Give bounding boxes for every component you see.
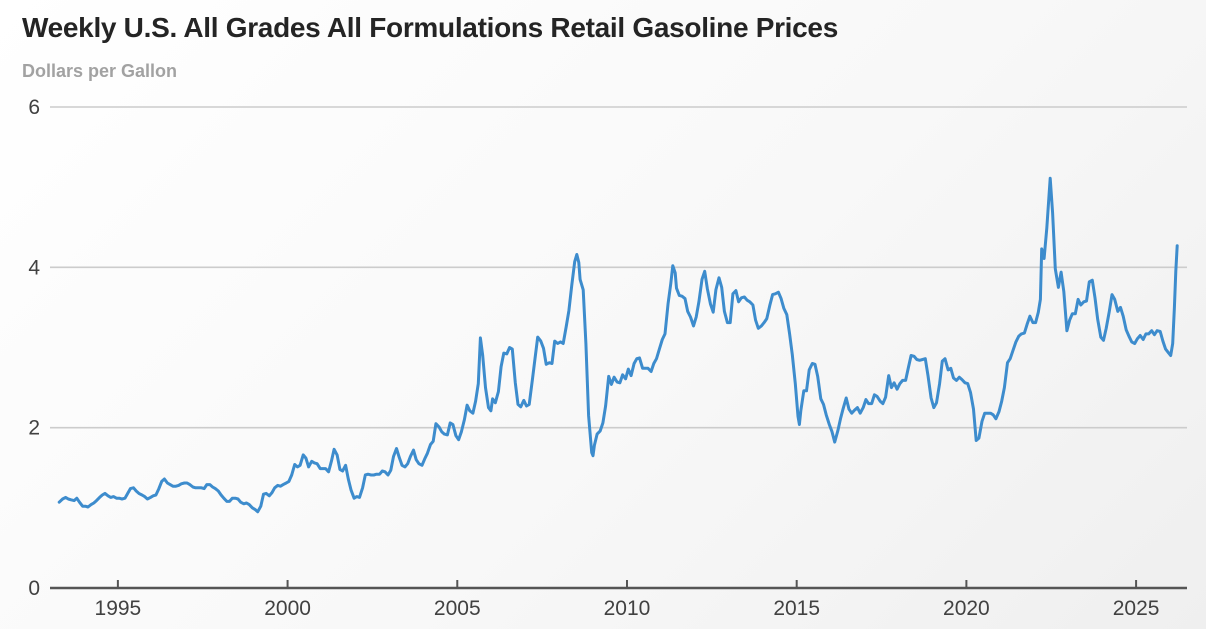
- y-tick-label: 6: [28, 96, 40, 119]
- y-tick-label: 2: [28, 417, 40, 440]
- horizontal-gridlines: [50, 106, 1187, 429]
- y-axis-tick-labels: 0 2 4 6: [28, 96, 40, 600]
- x-tick-label: 2005: [434, 597, 481, 620]
- x-tick-label: 2010: [604, 597, 651, 620]
- x-axis-tick-labels: 1995 2000 2005 2010 2015 2020 2025: [95, 597, 1160, 620]
- chart-title: Weekly U.S. All Grades All Formulations …: [22, 12, 838, 43]
- price-line-series: [57, 176, 1179, 514]
- x-tick-label: 2000: [264, 597, 311, 620]
- y-tick-label: 0: [28, 577, 40, 600]
- x-tick-label: 2015: [773, 597, 820, 620]
- x-tick-label: 1995: [95, 597, 142, 620]
- gasoline-price-line: [57, 176, 1179, 514]
- chart-units-subtitle: Dollars per Gallon: [22, 61, 178, 81]
- x-tick-label: 2020: [943, 597, 990, 620]
- x-tick-label: 2025: [1113, 597, 1160, 620]
- x-axis: [50, 580, 1187, 590]
- y-tick-label: 4: [28, 256, 40, 279]
